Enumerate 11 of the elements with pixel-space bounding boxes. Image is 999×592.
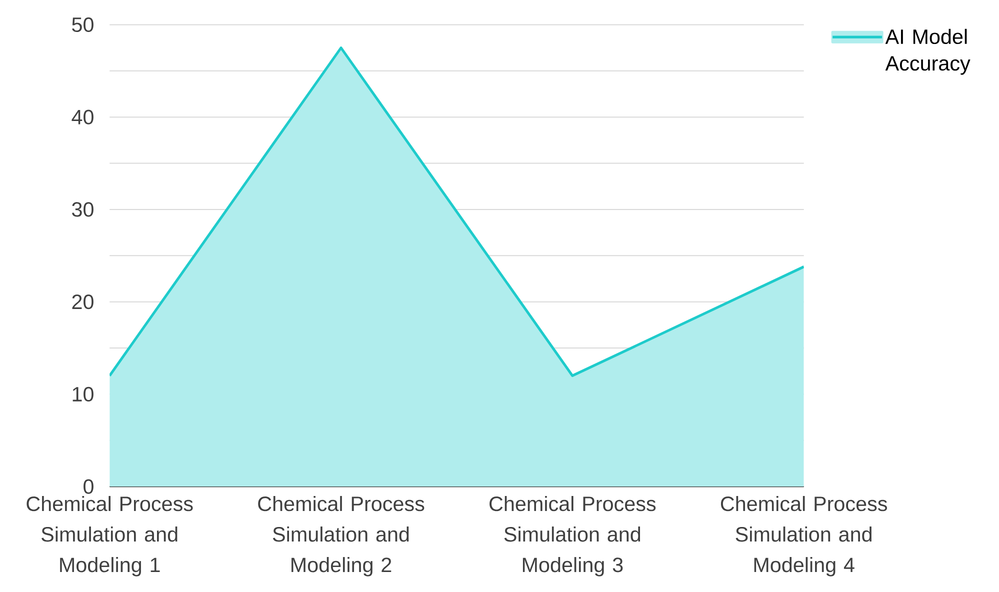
y-tick-label: 30: [72, 202, 94, 217]
y-tick-label: 50: [72, 17, 94, 32]
y-tick-label: 0: [84, 479, 94, 494]
y-tick-label: 20: [72, 294, 94, 309]
x-tick-label: Chemical Process Simulation and Modeling 2: [258, 496, 424, 576]
legend-label: AI Model Accuracy: [885, 28, 970, 75]
x-tick-label: Chemical Process Simulation and Modeling 4: [720, 496, 887, 576]
x-tick-label: Chemical Process Simulation and Modeling 1: [26, 496, 193, 576]
y-tick-label: 40: [72, 110, 94, 124]
x-tick-label: Chemical Process Simulation and Modeling 3: [490, 496, 656, 576]
y-tick-label: 10: [72, 386, 94, 402]
